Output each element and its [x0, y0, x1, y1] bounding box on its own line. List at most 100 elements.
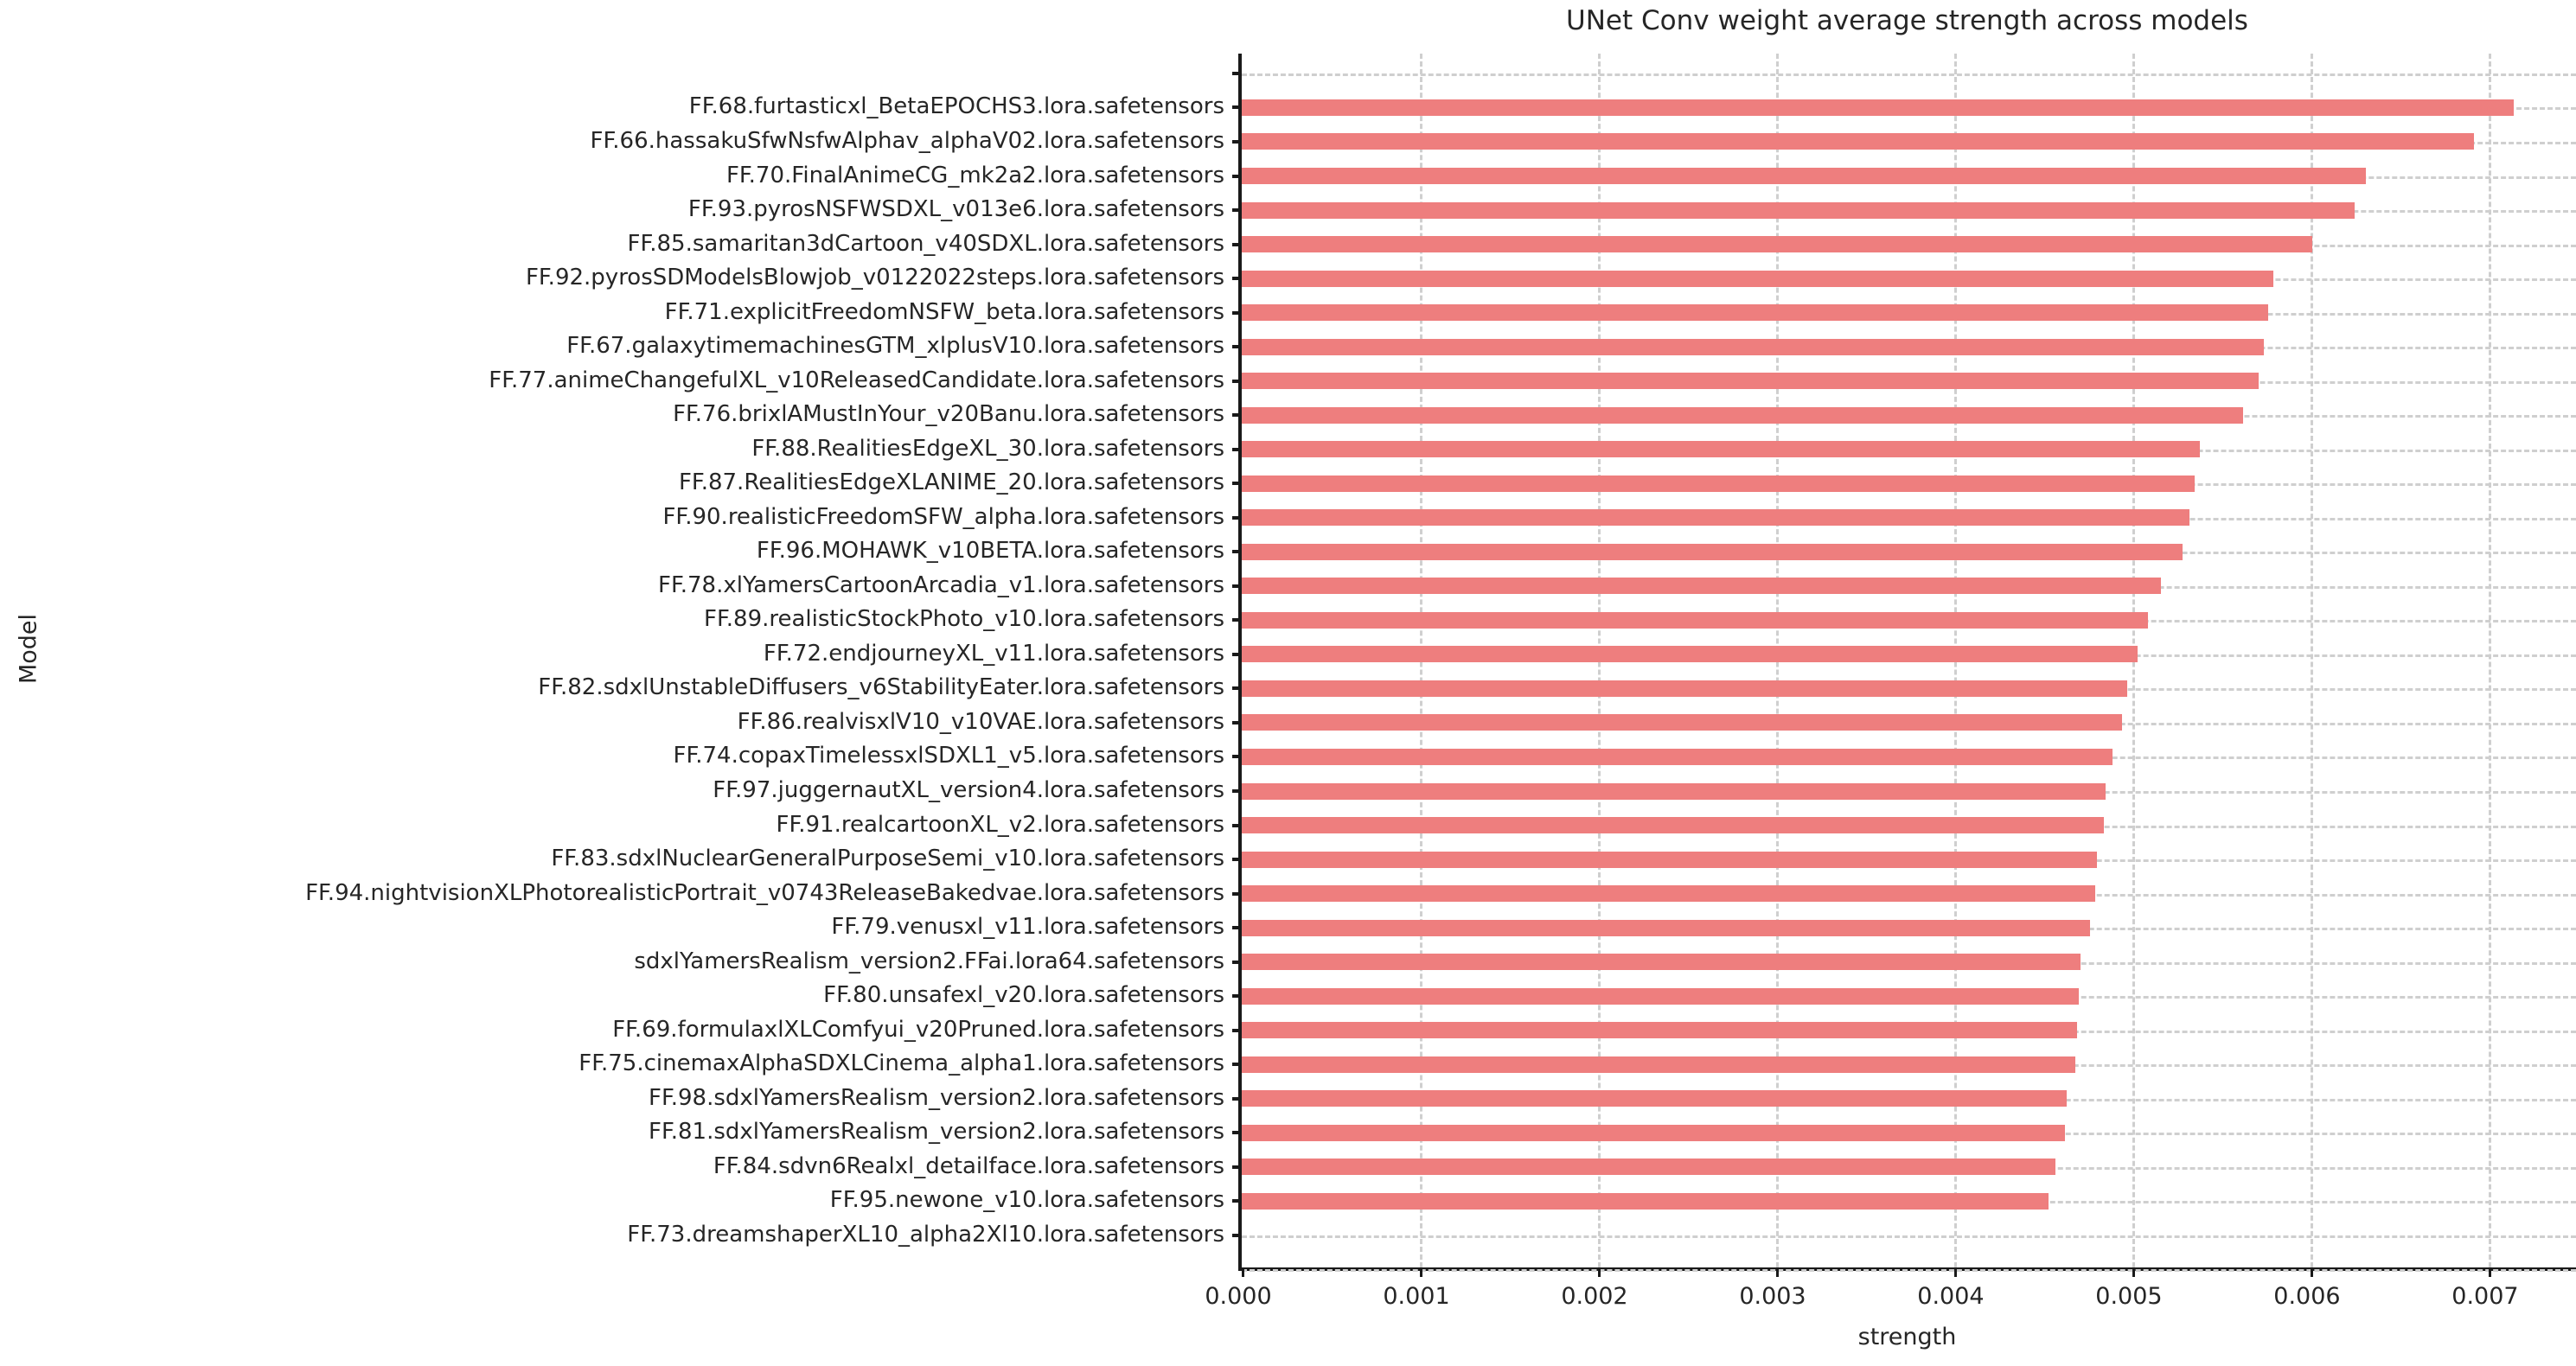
x-tick-label: 0.004	[1917, 1283, 1985, 1310]
y-tick-label: FF.97.juggernautXL_version4.lora.safeten…	[713, 777, 1224, 804]
bar	[1242, 680, 2127, 697]
bar	[1242, 578, 2161, 595]
bar	[1242, 441, 2201, 458]
bar	[1242, 201, 2355, 219]
y-axis-tick	[1232, 71, 1242, 75]
y-tick-label: FF.75.cinemaxAlphaSDXLCinema_alpha1.lora…	[578, 1050, 1224, 1077]
y-axis-tick	[1232, 1165, 1242, 1169]
y-tick-label: FF.79.venusxl_v11.lora.safetensors	[831, 914, 1224, 941]
y-tick-label: FF.70.FinalAnimeCG_mk2a2.lora.safetensor…	[725, 162, 1224, 188]
bar	[1242, 338, 2265, 355]
y-tick-label: FF.92.pyrosSDModelsBlowjob_v0122022steps…	[525, 265, 1224, 291]
y-axis-tick	[1232, 242, 1242, 246]
x-axis-title: strength	[1857, 1324, 1957, 1350]
bar	[1242, 817, 2104, 834]
y-tick-label: FF.91.realcartoonXL_v2.lora.safetensors	[776, 811, 1224, 838]
bars-layer	[1242, 54, 2576, 1267]
bar	[1242, 133, 2475, 150]
bar	[1242, 987, 2080, 1005]
y-axis-tick	[1232, 482, 1242, 486]
bar	[1242, 236, 2312, 253]
bar	[1242, 1056, 2076, 1073]
y-tick-label: FF.68.furtasticxl_BetaEPOCHS3.lora.safet…	[688, 93, 1224, 120]
y-tick-label: FF.73.dreamshaperXL10_alpha2Xl10.lora.sa…	[627, 1221, 1224, 1248]
y-axis-tick	[1232, 584, 1242, 588]
x-tick-label: 0.006	[2273, 1283, 2341, 1310]
y-axis-tick	[1232, 1028, 1242, 1032]
y-tick-label: FF.80.unsafexl_v20.lora.safetensors	[823, 982, 1224, 1009]
y-axis-tick	[1232, 105, 1242, 110]
bar	[1242, 919, 2090, 936]
y-axis-tick	[1232, 550, 1242, 554]
x-axis-tick	[2132, 1267, 2135, 1277]
y-tick-label: FF.90.realisticFreedomSFW_alpha.lora.saf…	[662, 503, 1224, 530]
x-axis-tick	[1597, 1267, 1601, 1277]
y-tick-label: FF.98.sdxlYamersRealism_version2.lora.sa…	[649, 1084, 1224, 1111]
y-axis-tick	[1232, 994, 1242, 999]
x-gridline	[2310, 54, 2313, 1267]
y-tick-label: FF.93.pyrosNSFWSDXL_v013e6.lora.safetens…	[687, 196, 1224, 223]
y-axis-tick	[1232, 891, 1242, 896]
y-tick-label: FF.86.realvisxlV10_v10VAE.lora.safetenso…	[737, 708, 1224, 735]
plot-area	[1232, 54, 2576, 1277]
y-tick-label: FF.77.animeChangefulXL_v10ReleasedCandid…	[489, 367, 1224, 393]
axis-ticks-layer	[1232, 54, 2576, 1277]
bar	[1242, 509, 2189, 527]
y-axis-tick	[1232, 379, 1242, 383]
y-axis-tick	[1232, 926, 1242, 930]
y-axis-tick	[1232, 618, 1242, 622]
y-gridline	[1242, 73, 2576, 76]
y-axis-title: Model	[15, 613, 42, 685]
y-axis-tick	[1232, 174, 1242, 178]
y-tick-label: FF.81.sdxlYamersRealism_version2.lora.sa…	[649, 1119, 1224, 1146]
bar	[1242, 168, 2366, 184]
bar	[1242, 99, 2514, 116]
bar	[1242, 270, 2273, 287]
y-axis-tick	[1232, 960, 1242, 964]
bar	[1242, 543, 2183, 560]
y-axis-tick	[1232, 139, 1242, 144]
y-axis-tick	[1232, 1096, 1242, 1101]
y-tick-label: FF.94.nightvisionXLPhotorealisticPortrai…	[305, 879, 1224, 906]
y-gridline	[1242, 1235, 2576, 1238]
y-tick-label: sdxlYamersRealism_version2.FFai.lora64.s…	[634, 948, 1224, 974]
y-axis-tick	[1232, 277, 1242, 281]
y-tick-label: FF.78.xlYamersCartoonArcadia_v1.lora.saf…	[657, 571, 1224, 598]
y-axis-tick	[1232, 1131, 1242, 1135]
y-axis-tick	[1232, 1199, 1242, 1203]
y-tick-label: FF.66.hassakuSfwNsfwAlphav_alphaV02.lora…	[590, 127, 1224, 154]
y-tick-label: FF.69.formulaxlXLComfyui_v20Pruned.lora.…	[612, 1016, 1224, 1043]
y-tick-label: FF.83.sdxlNuclearGeneralPurposeSemi_v10.…	[551, 846, 1224, 872]
x-axis-tick	[2488, 1267, 2491, 1277]
bar	[1242, 1124, 2065, 1141]
bar	[1242, 406, 2243, 424]
y-axis-tick	[1232, 1233, 1242, 1237]
chart-title: UNet Conv weight average strength across…	[1566, 5, 2248, 36]
bar	[1242, 646, 2138, 663]
y-axis-tick	[1232, 823, 1242, 827]
x-tick-label: 0.002	[1561, 1283, 1628, 1310]
bar	[1242, 373, 2260, 390]
y-axis-tick	[1232, 720, 1242, 724]
x-axis-tick	[1242, 1267, 1244, 1277]
x-tick-label: 0.000	[1205, 1283, 1272, 1310]
y-tick-label: FF.88.RealitiesEdgeXL_30.lora.safetensor…	[751, 435, 1224, 462]
y-tick-label: FF.89.realisticStockPhoto_v10.lora.safet…	[704, 606, 1224, 633]
y-axis-tick	[1232, 858, 1242, 862]
x-axis-tick	[1775, 1267, 1779, 1277]
y-axis-tick	[1232, 310, 1242, 315]
x-tick-label: 0.001	[1383, 1283, 1450, 1310]
y-tick-label: FF.87.RealitiesEdgeXLANIME_20.lora.safet…	[678, 469, 1224, 496]
bar	[1242, 748, 2113, 765]
y-tick-label: FF.74.copaxTimelessxlSDXL1_v5.lora.safet…	[673, 743, 1224, 769]
y-tick-label: FF.72.endjourneyXL_v11.lora.safetensors	[763, 640, 1224, 667]
x-axis-tick	[1953, 1267, 1957, 1277]
y-axis-tick	[1232, 447, 1242, 451]
x-gridline	[2488, 54, 2491, 1267]
bar	[1242, 1022, 2078, 1039]
y-tick-label: FF.71.explicitFreedomNSFW_beta.lora.safe…	[664, 298, 1224, 325]
y-axis-tick	[1232, 686, 1242, 691]
y-axis-tick	[1232, 652, 1242, 656]
bar	[1242, 885, 2095, 903]
bar	[1242, 851, 2097, 868]
